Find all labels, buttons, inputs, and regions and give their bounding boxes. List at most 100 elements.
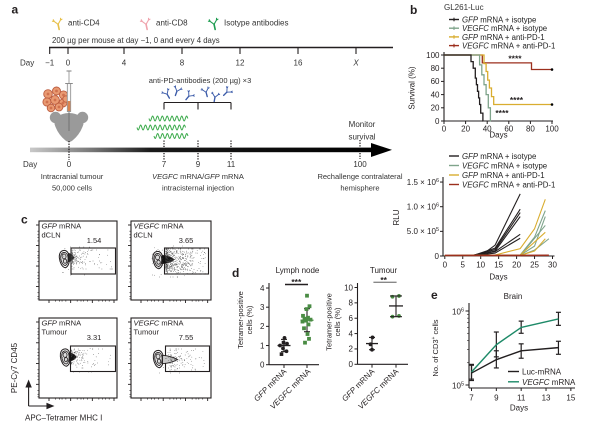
svg-text:c: c [21,213,28,227]
svg-text:16: 16 [294,59,303,68]
svg-text:1.54: 1.54 [87,236,102,245]
svg-text:11: 11 [227,160,236,169]
svg-text:survival: survival [348,133,375,142]
svg-text:25: 25 [530,261,539,270]
svg-text:9: 9 [494,394,499,403]
svg-text:Tetramer-positive: Tetramer-positive [236,291,245,349]
svg-text:8: 8 [349,299,354,308]
svg-text:13: 13 [542,394,551,403]
svg-text:11: 11 [517,394,526,403]
svg-text:Rechallenge contralateral: Rechallenge contralateral [317,172,402,181]
svg-text:1.0 × 106: 1.0 × 106 [407,203,439,212]
svg-text:**: ** [380,275,387,285]
svg-text:VEGFC mRNA + isotype: VEGFC mRNA + isotype [462,24,547,33]
svg-text:Intracranial tumour: Intracranial tumour [41,172,104,181]
svg-text:100: 100 [426,51,440,60]
svg-text:1.5 × 106: 1.5 × 106 [407,178,439,187]
svg-text:80: 80 [431,64,440,73]
svg-text:60: 60 [504,125,513,134]
svg-text:anti-CD4: anti-CD4 [68,19,100,28]
svg-text:VEGFC mRNA: VEGFC mRNA [134,222,184,231]
svg-text:106: 106 [452,308,464,317]
svg-text:0: 0 [67,160,72,169]
svg-text:e: e [431,288,438,302]
svg-text:GFP mRNA + anti-PD-1: GFP mRNA + anti-PD-1 [462,171,545,180]
svg-text:anti-PD-antibodies (200 µg) ×3: anti-PD-antibodies (200 µg) ×3 [149,76,252,85]
svg-text:4: 4 [260,284,265,293]
svg-text:VEGFC mRNA + isotype: VEGFC mRNA + isotype [462,161,547,170]
svg-text:8: 8 [180,59,185,68]
svg-text:dCLN: dCLN [134,231,153,240]
svg-text:cells (%): cells (%) [333,307,342,336]
svg-text:a: a [12,3,19,17]
svg-text:200 µg per mouse at day −1, 0: 200 µg per mouse at day −1, 0 and every … [52,36,220,45]
svg-text:VEGFC mRNA + anti-PD-1: VEGFC mRNA + anti-PD-1 [462,42,555,51]
svg-text:100: 100 [353,160,367,169]
svg-text:hemisphere: hemisphere [340,184,379,193]
svg-text:10: 10 [344,283,353,292]
svg-text:Survival (%): Survival (%) [408,66,417,109]
svg-text:40: 40 [483,125,492,134]
svg-text:3.65: 3.65 [179,236,194,245]
svg-text:dCLN: dCLN [42,231,61,240]
svg-text:Days: Days [489,273,507,282]
svg-text:5: 5 [461,261,466,270]
svg-text:100: 100 [545,125,559,134]
svg-text:15: 15 [494,261,503,270]
svg-text:anti-CD8: anti-CD8 [156,19,188,28]
svg-text:b: b [410,3,417,17]
svg-text:0: 0 [66,59,71,68]
svg-text:X: X [352,59,359,68]
svg-text:5.0 × 105: 5.0 × 105 [407,227,439,236]
svg-text:Tumour: Tumour [134,328,160,337]
svg-text:4: 4 [349,329,354,338]
svg-text:Isotype antibodies: Isotype antibodies [224,19,289,28]
svg-text:6: 6 [349,314,354,323]
svg-text:RLU: RLU [392,209,401,225]
svg-text:80: 80 [526,125,535,134]
svg-text:0: 0 [435,252,440,261]
svg-text:GFP mRNA + isotype: GFP mRNA + isotype [462,15,536,24]
svg-text:12: 12 [236,59,245,68]
svg-text:APC–Tetramer MHC I: APC–Tetramer MHC I [25,414,102,423]
svg-text:****: **** [495,108,509,118]
svg-text:0: 0 [435,117,440,126]
svg-text:Tumour: Tumour [42,328,68,337]
svg-text:Luc-mRNA: Luc-mRNA [522,368,562,377]
svg-text:50,000 cells: 50,000 cells [52,184,92,193]
svg-text:0: 0 [349,360,354,369]
svg-text:Tumour: Tumour [370,266,398,275]
svg-text:intracisternal injection: intracisternal injection [162,184,234,193]
svg-text:Lymph node: Lymph node [276,266,320,275]
svg-text:9: 9 [196,160,201,169]
svg-text:Tetramer-positive: Tetramer-positive [325,293,334,351]
svg-text:PE-Cy7 CD45: PE-Cy7 CD45 [10,342,19,393]
svg-text:VEGFC mRNA + anti-PD-1: VEGFC mRNA + anti-PD-1 [462,180,555,189]
svg-text:****: **** [510,95,524,105]
svg-text:Days: Days [510,404,528,413]
svg-text:7.55: 7.55 [179,333,194,342]
svg-text:Day: Day [23,160,37,169]
svg-text:−1: −1 [45,59,55,68]
svg-text:****: **** [508,54,522,64]
svg-text:2: 2 [349,345,354,354]
svg-text:105: 105 [452,382,464,391]
svg-text:VEGFC mRNA: VEGFC mRNA [134,319,184,328]
svg-text:Brain: Brain [504,292,523,301]
svg-text:0: 0 [260,361,265,370]
svg-text:Days: Days [489,131,507,140]
svg-text:20: 20 [461,125,470,134]
svg-text:40: 40 [431,90,440,99]
svg-text:d: d [232,266,239,280]
svg-text:GFP mRNA + anti-PD-1: GFP mRNA + anti-PD-1 [462,33,545,42]
svg-text:VEGFC mRNA: VEGFC mRNA [522,378,576,387]
svg-text:3.31: 3.31 [87,333,102,342]
svg-text:GFP mRNA: GFP mRNA [42,319,82,328]
svg-text:20: 20 [431,104,440,113]
svg-text:VEGFC mRNA/GFP mRNA: VEGFC mRNA/GFP mRNA [152,172,244,181]
svg-text:2: 2 [260,322,265,331]
svg-text:GL261-Luc: GL261-Luc [444,3,484,12]
svg-text:30: 30 [548,261,557,270]
svg-text:***: *** [291,277,302,287]
svg-text:Monitor: Monitor [349,120,376,129]
